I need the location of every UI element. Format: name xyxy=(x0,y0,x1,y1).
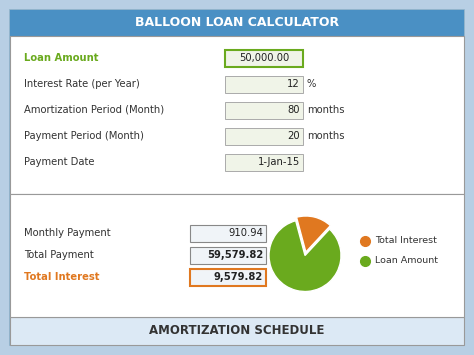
Text: 80: 80 xyxy=(288,105,300,115)
Bar xyxy=(190,269,266,286)
Text: %: % xyxy=(307,79,316,89)
Text: 9,579.82: 9,579.82 xyxy=(214,273,263,283)
Text: Loan Amount: Loan Amount xyxy=(24,53,99,63)
Text: Amortization Period (Month): Amortization Period (Month) xyxy=(24,105,164,115)
Text: 59,579.82: 59,579.82 xyxy=(207,251,263,261)
Text: Payment Date: Payment Date xyxy=(24,157,94,167)
Text: 910.94: 910.94 xyxy=(228,229,263,239)
Text: Interest Rate (per Year): Interest Rate (per Year) xyxy=(24,79,140,89)
Text: Payment Period (Month): Payment Period (Month) xyxy=(24,131,144,141)
Text: 50,000.00: 50,000.00 xyxy=(239,53,289,63)
Bar xyxy=(10,194,464,317)
Text: 12: 12 xyxy=(287,79,300,89)
Bar xyxy=(225,127,303,144)
Text: Total Interest: Total Interest xyxy=(375,236,437,245)
Text: Total Payment: Total Payment xyxy=(24,251,94,261)
Text: Loan Amount: Loan Amount xyxy=(375,256,438,265)
Wedge shape xyxy=(269,221,341,291)
Wedge shape xyxy=(297,216,330,252)
Text: months: months xyxy=(307,131,345,141)
Bar xyxy=(225,49,303,66)
Text: 20: 20 xyxy=(287,131,300,141)
Bar xyxy=(10,10,464,36)
Bar xyxy=(225,153,303,170)
Text: Total Interest: Total Interest xyxy=(24,273,100,283)
Text: 1-Jan-15: 1-Jan-15 xyxy=(258,157,300,167)
Bar xyxy=(225,102,303,119)
Text: Monthly Payment: Monthly Payment xyxy=(24,229,110,239)
Text: AMORTIZATION SCHEDULE: AMORTIZATION SCHEDULE xyxy=(149,324,325,338)
Bar xyxy=(190,247,266,264)
Bar xyxy=(190,225,266,242)
Bar xyxy=(225,76,303,93)
Bar xyxy=(10,36,464,194)
Bar xyxy=(10,317,464,345)
Text: months: months xyxy=(307,105,345,115)
Text: BALLOON LOAN CALCULATOR: BALLOON LOAN CALCULATOR xyxy=(135,16,339,29)
